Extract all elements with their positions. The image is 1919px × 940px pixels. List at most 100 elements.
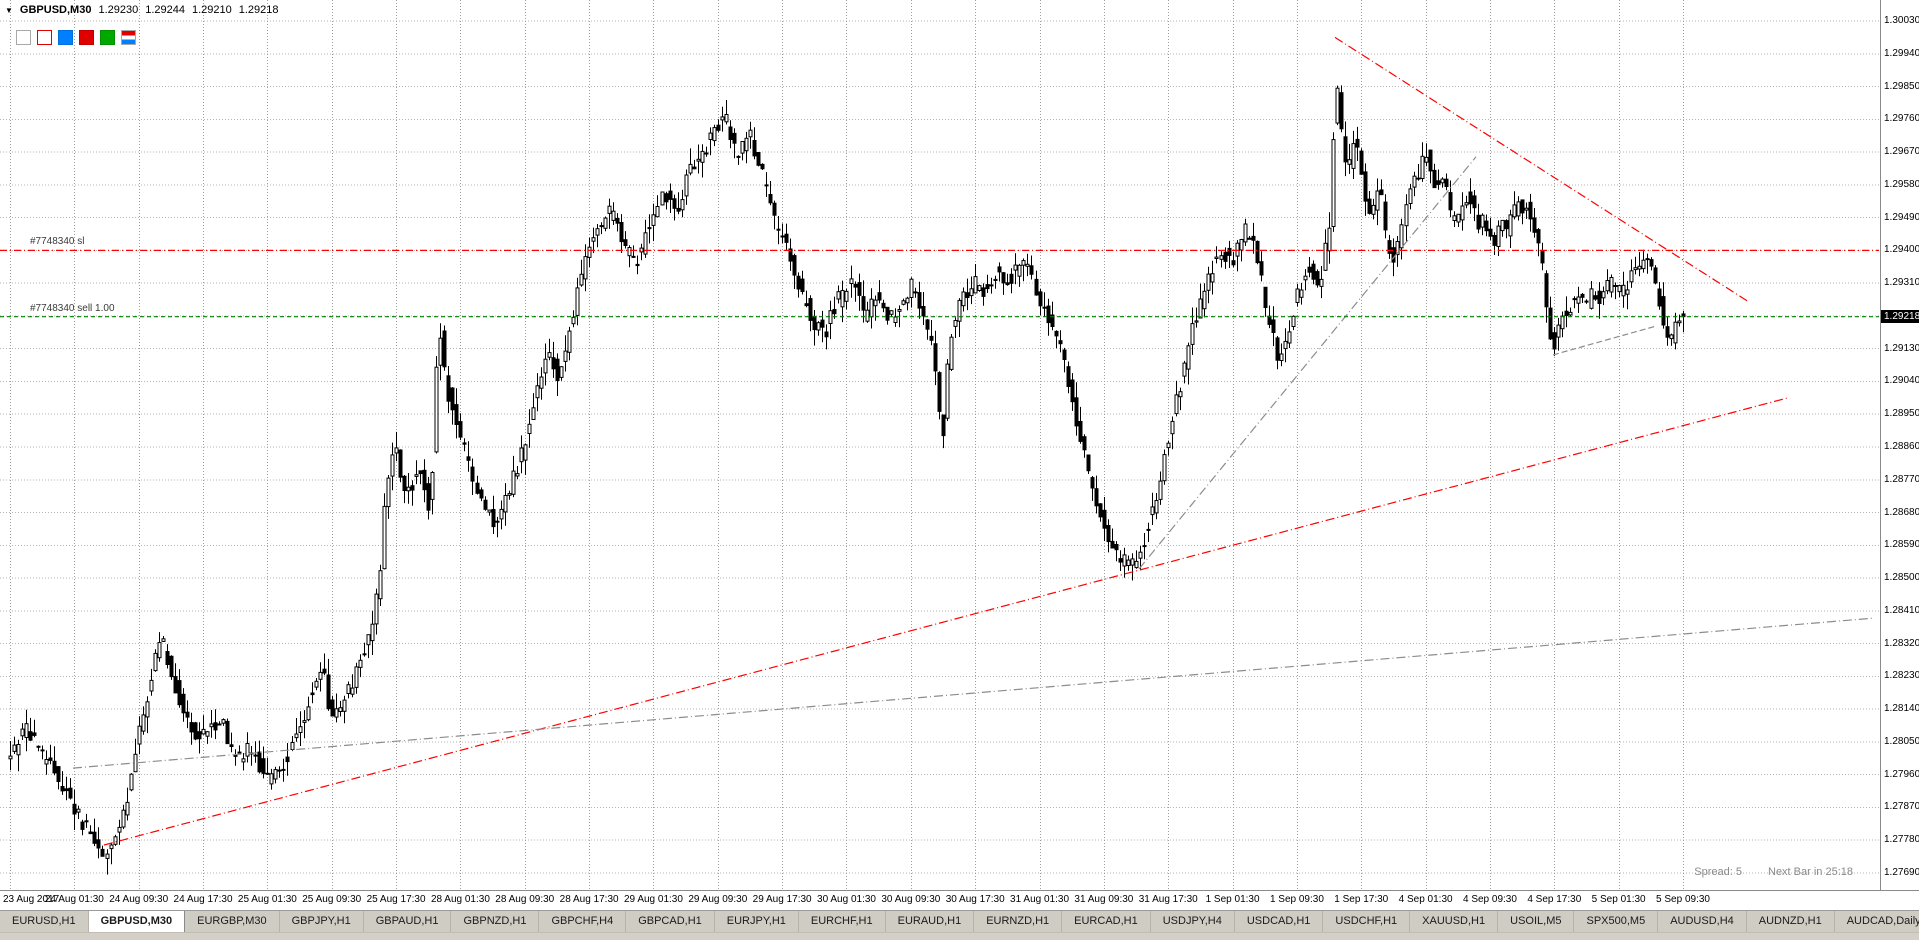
chart-tab-gbpusd-m30[interactable]: GBPUSD,M30	[88, 911, 186, 932]
price-axis-label: 1.30030	[1884, 15, 1919, 26]
price-axis-label: 1.27870	[1884, 801, 1919, 813]
time-axis-label: 28 Aug 01:30	[430, 894, 490, 905]
price-axis-label: 1.29130	[1884, 342, 1919, 354]
price-axis-label: 1.27780	[1884, 834, 1919, 846]
trendlines	[72, 36, 1875, 846]
chart-tab-audcad-daily[interactable]: AUDCAD,Daily	[1834, 911, 1919, 932]
time-axis-label: 5 Sep 09:30	[1656, 894, 1710, 905]
price-axis-label: 1.28230	[1884, 670, 1919, 682]
time-axis-label: 4 Sep 17:30	[1527, 894, 1582, 905]
red-swatch[interactable]	[79, 30, 94, 45]
chart-tab-gbpcad-h1[interactable]: GBPCAD,H1	[626, 911, 715, 932]
time-axis-label: 30 Aug 17:30	[945, 894, 1005, 905]
chart-status-text: Spread: 5 Next Bar in 25:18	[1694, 866, 1853, 878]
chart-tab-eurchf-h1[interactable]: EURCHF,H1	[798, 911, 886, 932]
price-axis-label: 1.29400	[1884, 244, 1919, 256]
price-axis-label: 1.27690	[1884, 867, 1919, 878]
price-axis-label: 1.28680	[1884, 506, 1919, 518]
order-lines	[0, 249, 1879, 318]
striped-swatch[interactable]	[121, 30, 136, 45]
price-axis-label: 1.29760	[1884, 113, 1919, 125]
price-axis-label: 1.29670	[1884, 146, 1919, 158]
price-axis-label: 1.28770	[1884, 473, 1919, 485]
current-price-badge: 1.29218	[1881, 309, 1919, 323]
price-axis-label: 1.29580	[1884, 178, 1919, 190]
chart-tab-audnzd-h1[interactable]: AUDNZD,H1	[1746, 911, 1835, 932]
price-axis-label: 1.29040	[1884, 375, 1919, 387]
chart-plot-area[interactable]: ▼ GBPUSD,M30 1.29230 1.29244 1.29210 1.2…	[0, 0, 1879, 890]
price-axis-label: 1.29310	[1884, 277, 1919, 289]
time-axis-label: 25 Aug 17:30	[366, 894, 426, 905]
price-axis-label: 1.28950	[1884, 408, 1919, 420]
price-axis-label: 1.28590	[1884, 539, 1919, 551]
ohlc-close: 1.29218	[238, 4, 279, 16]
chart-tab-spx500-m5[interactable]: SPX500,M5	[1574, 911, 1659, 932]
red-outline-swatch[interactable]	[37, 30, 52, 45]
time-axis-label: 23 Aug 2017	[3, 894, 60, 905]
chart-tab-eurusd-h1[interactable]: EURUSD,H1	[0, 911, 89, 932]
chart-symbol-label: GBPUSD,M30	[19, 4, 92, 16]
time-axis-label: 30 Aug 09:30	[881, 894, 941, 905]
time-axis-label: 29 Aug 09:30	[688, 894, 748, 905]
time-axis-label: 24 Aug 09:30	[109, 894, 169, 905]
ohlc-high: 1.29244	[145, 4, 185, 16]
time-axis-label: 31 Aug 17:30	[1138, 894, 1198, 905]
chart-tab-usdchf-h1[interactable]: USDCHF,H1	[1323, 911, 1411, 932]
spread-label: Spread: 5	[1694, 866, 1742, 878]
chart-tab-usdcad-h1[interactable]: USDCAD,H1	[1234, 911, 1324, 932]
ohlc-open: 1.29230	[98, 4, 139, 16]
time-axis-label: 24 Aug 01:30	[44, 894, 104, 905]
chart-tab-gbpjpy-h1[interactable]: GBPJPY,H1	[279, 911, 364, 932]
chart-tab-gbpaud-h1[interactable]: GBPAUD,H1	[363, 911, 452, 932]
time-axis-label: 28 Aug 09:30	[495, 894, 555, 905]
time-axis-label: 24 Aug 17:30	[173, 894, 233, 905]
grid	[0, 0, 1879, 890]
chart-tab-eurjpy-h1[interactable]: EURJPY,H1	[714, 911, 799, 932]
price-axis-label: 1.29850	[1884, 80, 1919, 92]
ohlc-low: 1.29210	[191, 4, 232, 16]
color-palette-toolbar	[16, 30, 136, 45]
price-axis-label: 1.28860	[1884, 441, 1919, 452]
time-axis-label: 29 Aug 17:30	[752, 894, 812, 905]
blue-swatch[interactable]	[58, 30, 73, 45]
sell-order-line-label: #7748340 sell 1.00	[30, 302, 115, 314]
price-axis[interactable]: 1.29218 1.30030 1.29940 1.29850 1.29760 1.29…	[1880, 0, 1919, 890]
chart-tab-xauusd-h1[interactable]: XAUUSD,H1	[1410, 911, 1499, 932]
time-axis-label: 25 Aug 09:30	[302, 894, 362, 905]
chart-tab-gbpnzd-h1[interactable]: GBPNZD,H1	[451, 911, 540, 932]
time-axis-label: 4 Sep 09:30	[1462, 894, 1517, 905]
chart-title-row: ▼ GBPUSD,M30 1.29230 1.29244 1.29210 1.2…	[5, 4, 279, 16]
chart-tab-usoil-m5[interactable]: USOIL,M5	[1498, 911, 1575, 932]
chart-tab-euraud-h1[interactable]: EURAUD,H1	[885, 911, 975, 932]
chart-tab-usdjpy-h4[interactable]: USDJPY,H4	[1150, 911, 1235, 932]
price-axis-label: 1.28320	[1884, 637, 1919, 649]
time-axis-label: 1 Sep 09:30	[1269, 894, 1324, 905]
time-axis-label: 4 Sep 01:30	[1398, 894, 1453, 905]
time-axis[interactable]: 23 Aug 2017 24 Aug 01:30 24 Aug 09:30 24 Au…	[0, 890, 1919, 910]
next-bar-countdown: Next Bar in 25:18	[1768, 866, 1853, 878]
chart-tab-eurcad-h1[interactable]: EURCAD,H1	[1062, 911, 1151, 932]
time-axis-label: 1 Sep 17:30	[1334, 894, 1389, 905]
white-swatch[interactable]	[16, 30, 31, 45]
candles	[8, 85, 1686, 875]
green-swatch[interactable]	[100, 30, 115, 45]
price-axis-label: 1.29490	[1884, 211, 1919, 223]
chart-tab-audusd-h4[interactable]: AUDUSD,H4	[1658, 911, 1747, 932]
price-axis-label: 1.27960	[1884, 768, 1919, 780]
time-axis-label: 30 Aug 01:30	[817, 894, 876, 905]
chart-tab-eurnzd-h1[interactable]: EURNZD,H1	[974, 911, 1063, 932]
chart-tab-eurgbp-m30[interactable]: EURGBP,M30	[185, 911, 280, 932]
chart-tab-gbpchf-h4[interactable]: GBPCHF,H4	[539, 911, 627, 932]
stop-loss-line-label: #7748340 sl	[30, 236, 85, 248]
candlestick-chart[interactable]	[0, 0, 1879, 890]
time-axis-label: 31 Aug 09:30	[1074, 894, 1134, 905]
window-menu-icon[interactable]: ▼	[5, 5, 13, 15]
chart-tab-bar: EURUSD,H1 GBPUSD,M30 EURGBP,M30 GBPJPY,H1 GB…	[0, 910, 1919, 932]
time-axis-label: 1 Sep 01:30	[1205, 894, 1260, 905]
time-axis-label: 25 Aug 01:30	[237, 894, 297, 905]
price-axis-label: 1.29940	[1884, 47, 1919, 59]
time-axis-label: 5 Sep 01:30	[1591, 894, 1646, 905]
window-bottom-strip	[0, 932, 1919, 940]
price-axis-label: 1.28050	[1884, 735, 1919, 747]
